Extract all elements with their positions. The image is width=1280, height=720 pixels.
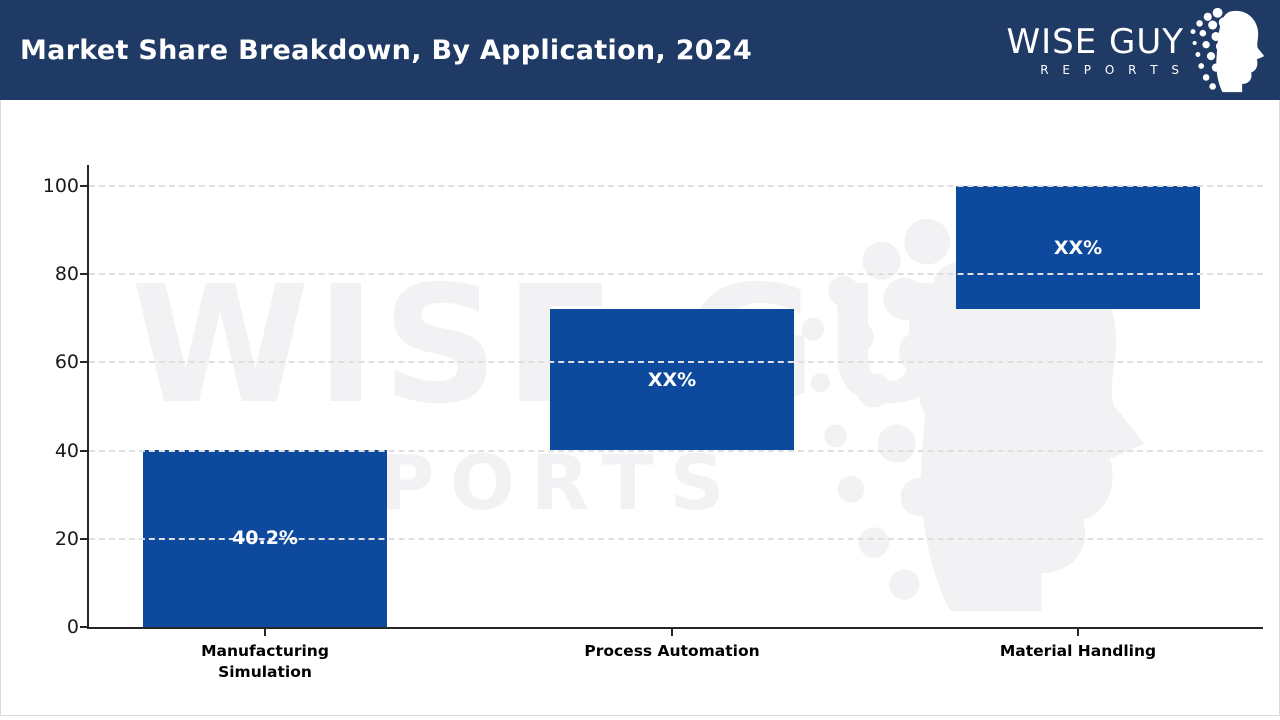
wiseguy-logo: WISE GUY R E P O R T S (1006, 7, 1266, 93)
y-tick-label: 100 (42, 175, 79, 197)
gridline (89, 449, 1263, 452)
y-tick (80, 361, 88, 364)
y-tick-label: 80 (54, 263, 79, 286)
bar-value-label: 40.2% (232, 527, 298, 550)
plot-area: 0 20 40 60 80 100 40.2% XX% XX% Manufacturing Simu… (1, 100, 1279, 715)
page-title: Market Share Breakdown, By Application, … (20, 34, 753, 66)
x-tick (671, 629, 673, 636)
category-label: Manufacturing Simulation (105, 641, 425, 683)
y-tick-label: 0 (66, 616, 79, 638)
dot-face-logo-icon (1190, 7, 1265, 93)
category-label-line: Manufacturing (201, 642, 329, 660)
gridline (89, 537, 1263, 540)
y-tick-label: 40 (54, 439, 79, 462)
y-tick (80, 626, 88, 628)
category-label-line: Simulation (218, 662, 312, 681)
category-label: Material Handling (918, 641, 1238, 662)
y-tick-label: 20 (54, 527, 79, 550)
chart-canvas: WISE GUY REPORTS 0 20 40 60 80 100 40.2% XX% XX%… (0, 100, 1280, 716)
logo-text: WISE GUY R E P O R T S (1006, 25, 1184, 76)
y-axis (87, 165, 89, 629)
gridline (89, 273, 1263, 276)
bar-value-label: XX% (647, 368, 697, 391)
y-tick (80, 273, 88, 276)
y-tick-label: 60 (54, 351, 79, 374)
x-axis (87, 627, 1263, 629)
logo-wordmark: WISE GUY (1006, 21, 1184, 62)
category-label-line: Material Handling (999, 642, 1157, 660)
header-bar: Market Share Breakdown, By Application, … (0, 0, 1280, 100)
logo-subtext: R E P O R T S (1040, 62, 1184, 77)
y-tick (80, 537, 88, 540)
bar-value-label: XX% (1053, 236, 1103, 259)
gridline (89, 361, 1263, 364)
category-label: Process Automation (512, 641, 832, 662)
gridline (89, 185, 1263, 187)
x-tick (1077, 629, 1079, 636)
bar-segment (550, 309, 794, 450)
category-label-line: Process Automation (584, 642, 760, 660)
x-tick (264, 629, 266, 636)
y-tick (80, 185, 88, 187)
y-tick (80, 449, 88, 452)
